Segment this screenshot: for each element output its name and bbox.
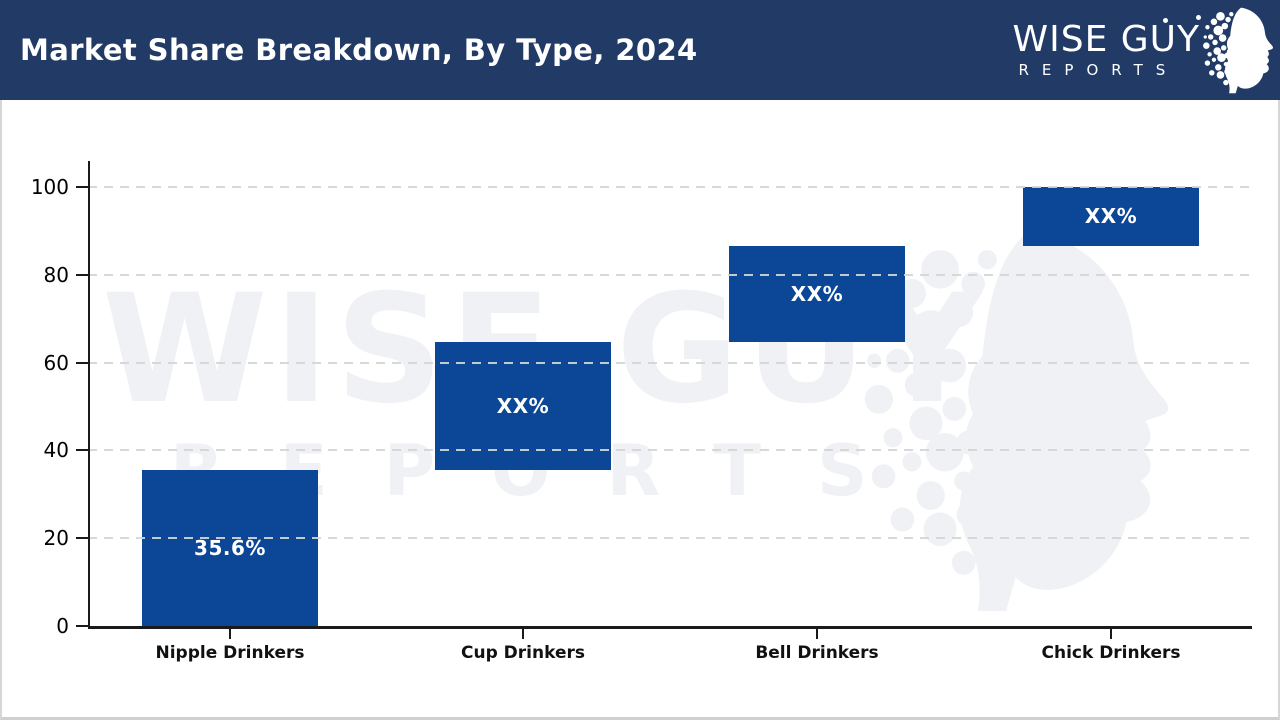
y-tick-label: 100 (30, 175, 69, 199)
gridline-80 (88, 273, 1252, 276)
wiseguy-head-icon (1202, 6, 1278, 94)
x-tick-label: Nipple Drinkers (155, 643, 305, 663)
x-tick (816, 629, 818, 639)
logo-dot-icon (1162, 17, 1168, 23)
x-tick (522, 629, 524, 639)
bar-value-label: 35.6% (194, 535, 266, 560)
bar-value-label: XX% (1084, 204, 1138, 229)
x-axis-line (88, 626, 1252, 629)
gridline-60 (88, 361, 1252, 364)
bar-value-label: XX% (790, 281, 844, 306)
y-tick-label: 40 (43, 438, 69, 463)
brand-text: WISE GUY REPORTS (1012, 14, 1201, 80)
x-tick (1110, 629, 1112, 639)
y-tick (76, 273, 88, 276)
x-tick-label: Chick Drinkers (1041, 643, 1181, 663)
brand-subtitle: REPORTS (1018, 61, 1179, 80)
y-tick (76, 186, 88, 188)
y-tick (76, 537, 88, 540)
gridline-40 (88, 449, 1252, 452)
y-tick (76, 449, 88, 452)
x-tick-label: Cup Drinkers (461, 643, 585, 663)
brand-name: WISE GUY (1012, 18, 1200, 60)
plot-area: 35.6% XX% XX% XX% 0 20 40 60 80 100 Nipple Drinker… (2, 100, 1278, 717)
x-tick (229, 629, 231, 639)
bar-value-label: XX% (496, 393, 550, 418)
page-title: Market Share Breakdown, By Type, 2024 (20, 33, 698, 67)
bar-chick-drinkers: XX% (1023, 187, 1199, 246)
gridline-20 (88, 537, 1252, 540)
y-tick-label: 60 (43, 350, 69, 375)
logo-dot-icon (1195, 14, 1201, 20)
x-tick-label: Bell Drinkers (755, 643, 879, 663)
y-tick-label: 20 (43, 526, 69, 551)
y-tick (76, 625, 88, 627)
gridline-100 (88, 186, 1252, 188)
y-tick-label: 0 (56, 614, 69, 638)
y-axis-line (88, 161, 90, 629)
brand-logo: WISE GUY REPORTS (1013, 0, 1279, 100)
header-bar: Market Share Breakdown, By Type, 2024 WI… (0, 0, 1280, 100)
bar-bell-drinkers: XX% (729, 245, 905, 342)
y-tick (76, 361, 88, 364)
chart-canvas: WISE GUY REPORTS 35.6% XX% XX% XX% 0 20 40 60 80… (0, 100, 1280, 720)
y-tick-label: 80 (43, 262, 69, 287)
bar-nipple-drinkers: 35.6% (142, 469, 318, 626)
